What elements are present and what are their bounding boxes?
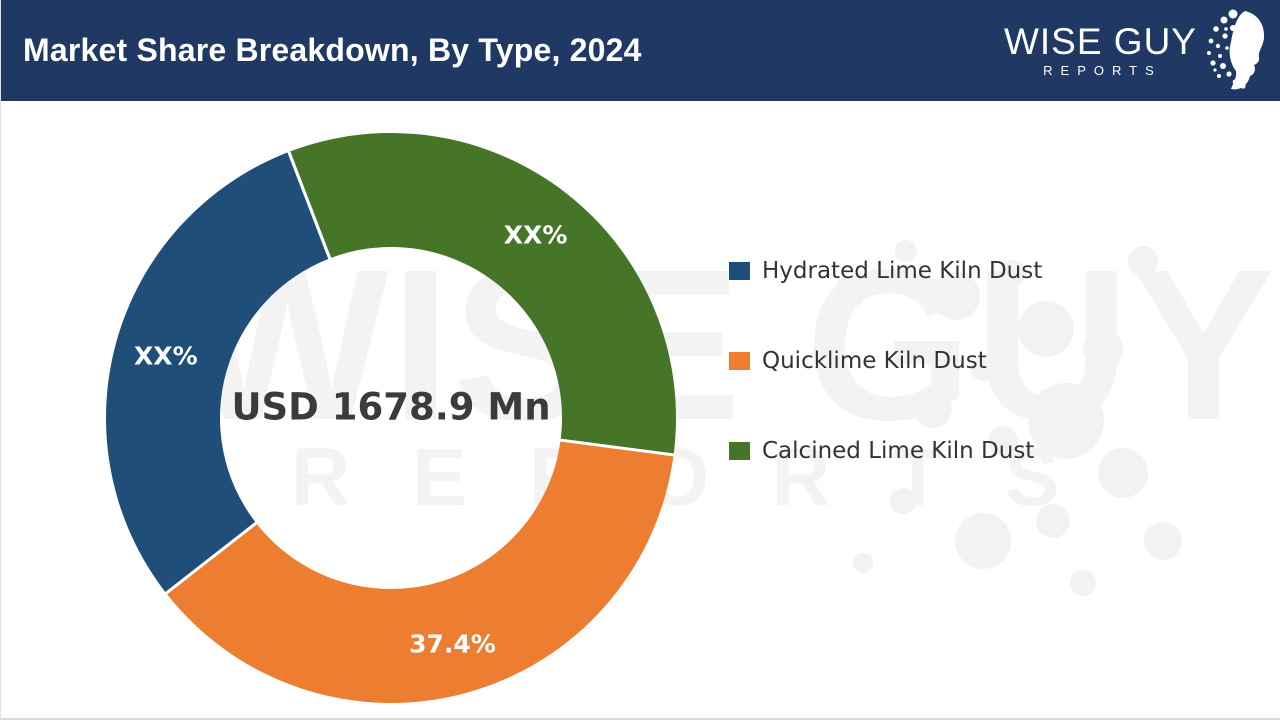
legend-swatch-icon — [729, 352, 750, 370]
brand-subtitle: REPORTS — [1043, 62, 1162, 78]
page-title: Market Share Breakdown, By Type, 2024 — [23, 32, 642, 68]
legend-label: Hydrated Lime Kiln Dust — [762, 258, 1043, 284]
legend-label: Calcined Lime Kiln Dust — [762, 438, 1035, 464]
header-bar: Market Share Breakdown, By Type, 2024 WI… — [1, 0, 1280, 101]
face-profile-icon — [1207, 9, 1265, 89]
chart-legend: Hydrated Lime Kiln Dust Quicklime Kiln Du… — [729, 256, 1042, 526]
legend-item: Quicklime Kiln Dust — [729, 346, 1042, 376]
brand-logo: WISE GUY REPORTS — [1003, 9, 1267, 92]
brand-logo-text: WISE GUY REPORTS — [1003, 21, 1197, 78]
chart-center-value: USD 1678.9 Mn — [231, 385, 551, 429]
chart-area: WISE GUY REPORTS XX% 37.4% XX% USD 1678.9 … — [1, 101, 1280, 718]
legend-swatch-icon — [729, 442, 750, 460]
legend-label: Quicklime Kiln Dust — [762, 348, 987, 374]
legend-item: Calcined Lime Kiln Dust — [729, 436, 1042, 466]
watermark-dots-icon — [835, 240, 1182, 596]
legend-item: Hydrated Lime Kiln Dust — [729, 256, 1042, 286]
brand-name: WISE GUY — [1003, 21, 1197, 63]
legend-swatch-icon — [729, 262, 750, 280]
